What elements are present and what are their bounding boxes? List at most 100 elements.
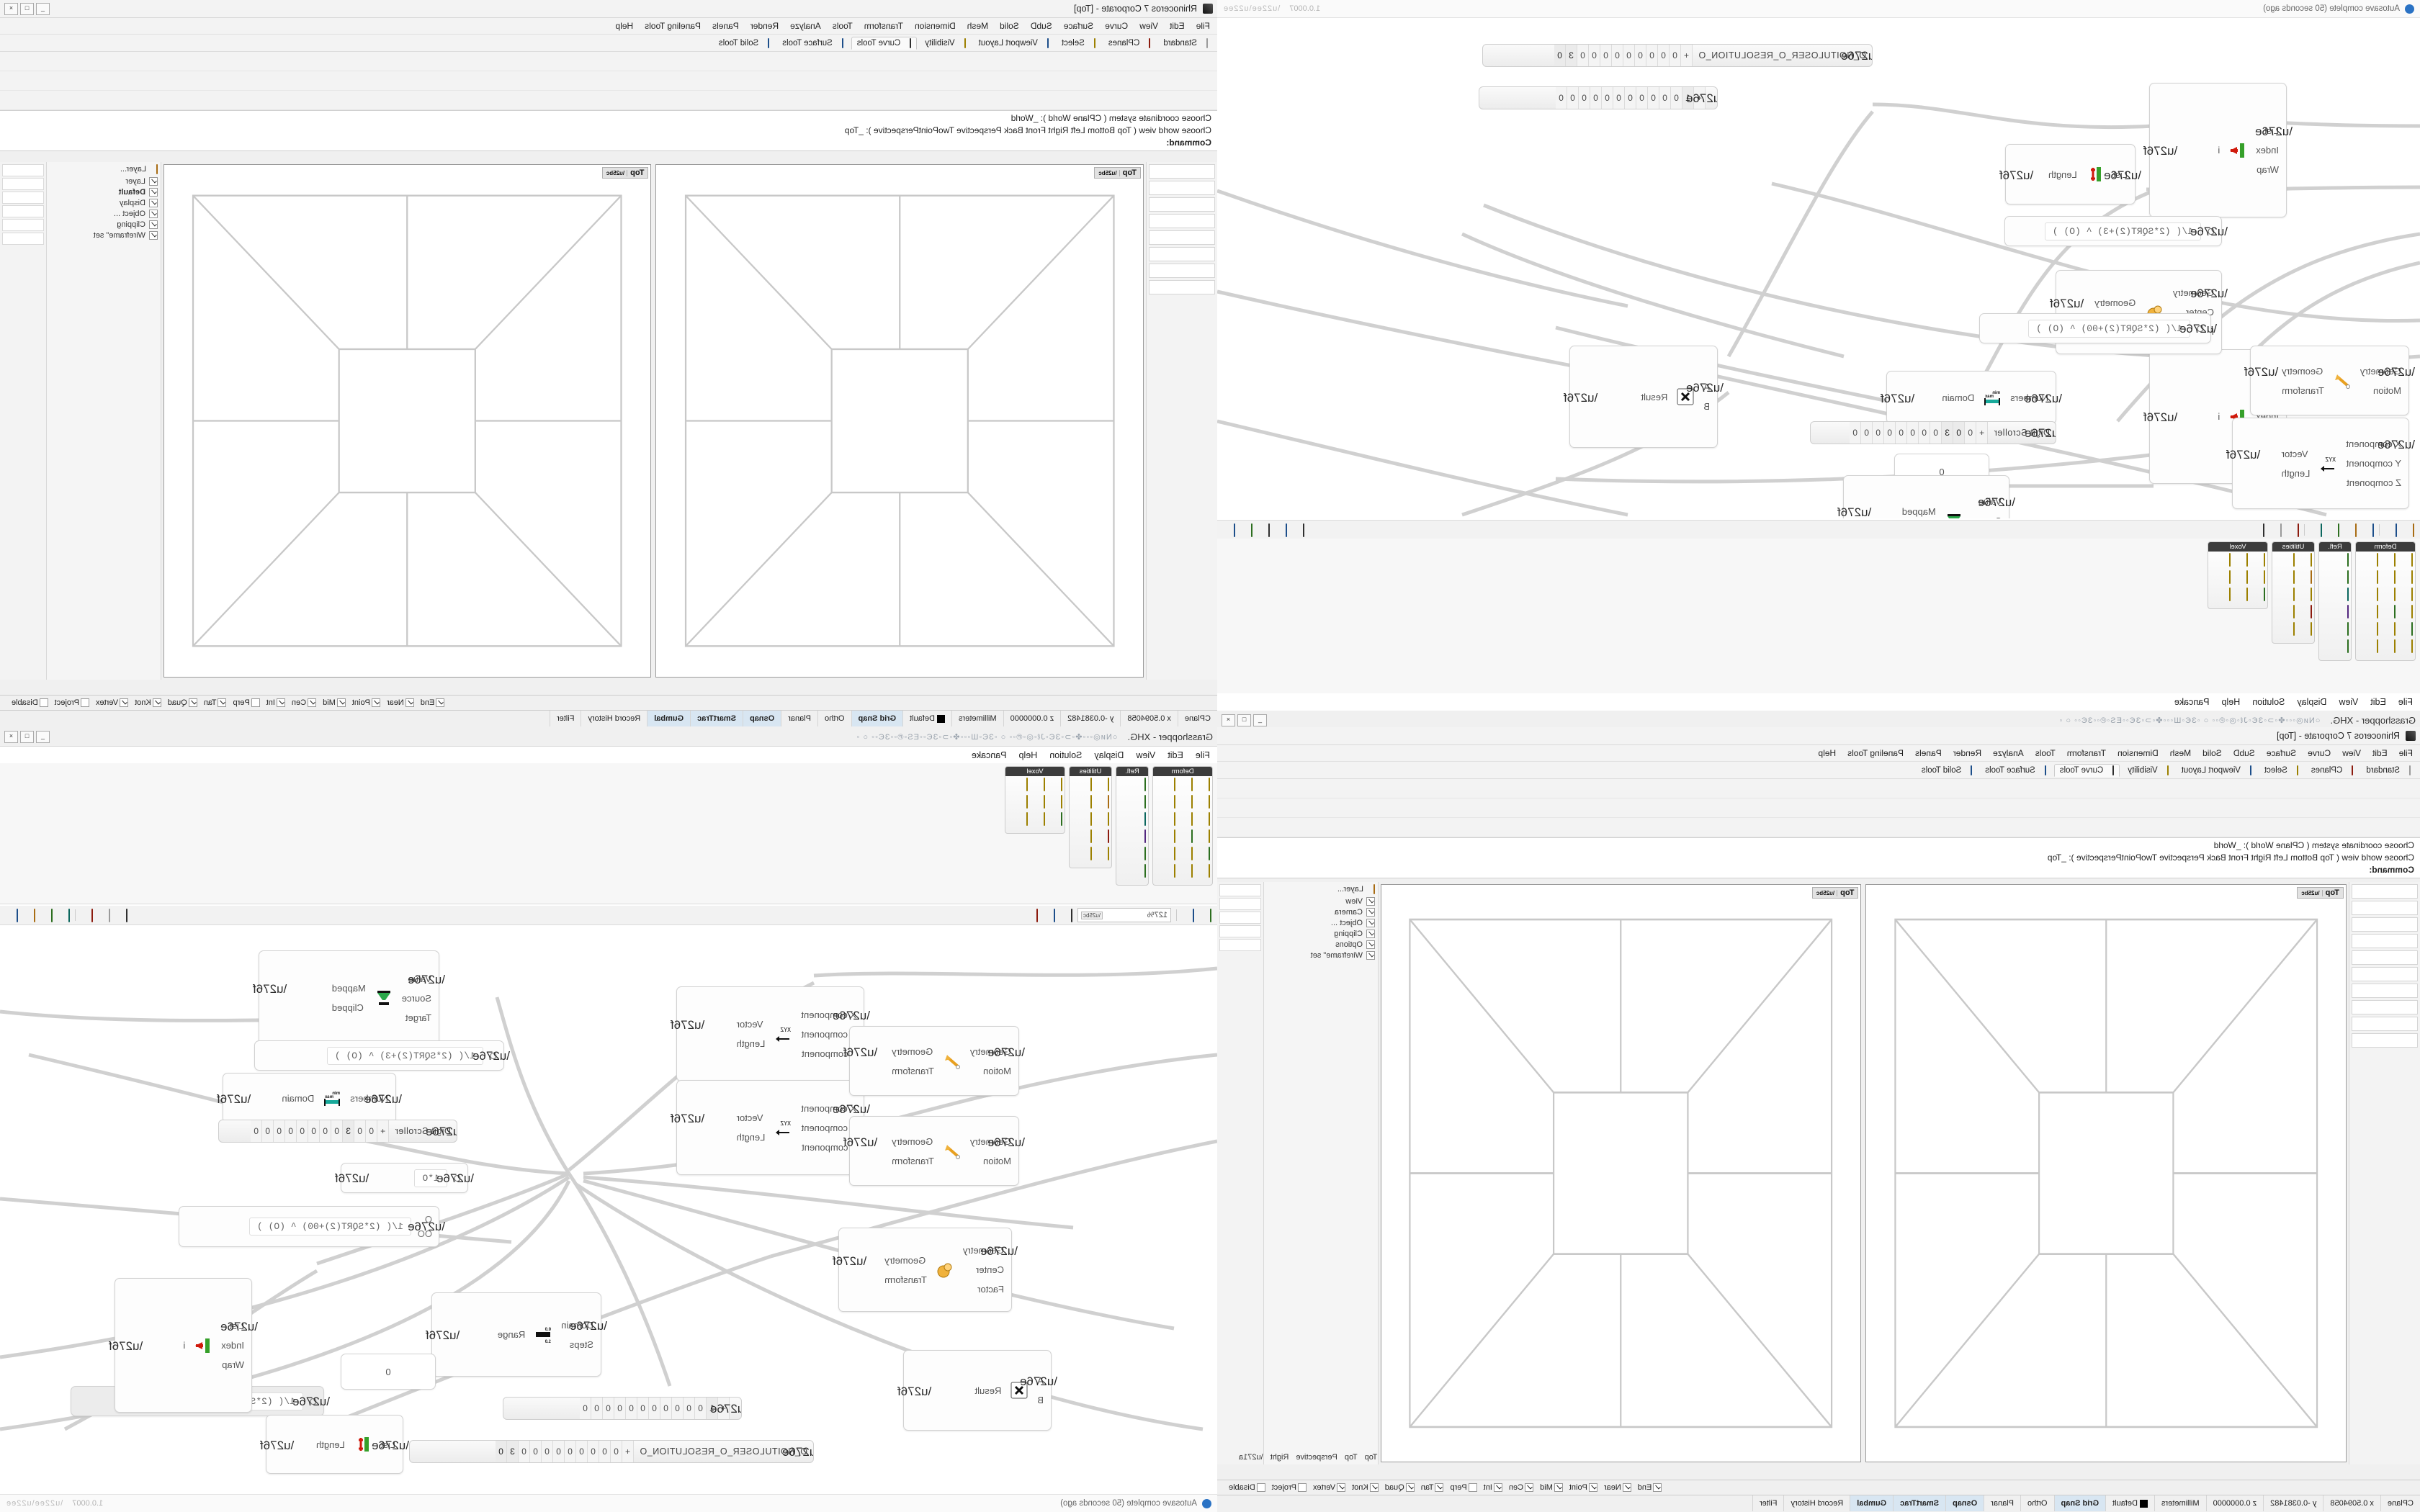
palette-icon[interactable] <box>1012 778 1028 794</box>
gh-component-vector-xyz-1[interactable]: X component \u276e Y component Z componen… <box>671 986 870 1081</box>
rmenu-edit[interactable]: Edit <box>1169 21 1185 31</box>
palette-icon[interactable] <box>1093 812 1109 829</box>
cpu-icon[interactable] <box>1240 523 1252 537</box>
port-length[interactable]: Length <box>2281 467 2311 479</box>
rhino-right-sidebar[interactable] <box>0 162 47 680</box>
toolbar-icon[interactable] <box>1171 75 1183 87</box>
menu-solution[interactable]: Solution <box>1049 750 1083 760</box>
checkbox[interactable] <box>251 698 260 707</box>
panel-row[interactable]: Clipping <box>1267 928 1375 939</box>
osnap-mid[interactable]: Mid <box>323 698 346 707</box>
osnap-disable[interactable]: Disable <box>12 698 48 707</box>
port-value[interactable]: Value \u276e <box>1978 495 2015 509</box>
osnap-tan[interactable]: Tan <box>1421 1483 1444 1492</box>
zoom-extents-icon[interactable] <box>1060 908 1072 922</box>
side-icon[interactable] <box>2 164 44 176</box>
input-pin[interactable]: \u276e <box>426 1124 457 1138</box>
side-icon[interactable] <box>1219 898 1261 910</box>
checkbox[interactable] <box>1366 896 1375 906</box>
toolbar-icon[interactable] <box>2389 802 2401 814</box>
palette-icon[interactable] <box>2279 553 2295 570</box>
port-length[interactable]: Length \u276f <box>1999 168 2077 182</box>
toolbar-icon[interactable] <box>2359 802 2371 814</box>
profiler-icon[interactable] <box>23 908 35 922</box>
vtab-right[interactable]: Right <box>1270 1453 1289 1462</box>
dock-block[interactable] <box>2352 884 2418 899</box>
gh-component-list-item[interactable]: List \u276e Index Wrap i \u276f <box>2143 83 2293 217</box>
palette-icon[interactable] <box>1029 795 1045 811</box>
dock-block[interactable] <box>1149 247 1215 261</box>
palette-icon[interactable] <box>1194 812 1210 829</box>
vtab-perspective[interactable]: Perspective <box>1296 1453 1337 1462</box>
side-icon[interactable] <box>1219 912 1261 924</box>
checkbox[interactable] <box>1468 1483 1477 1492</box>
add-viewport-icon[interactable]: \u271a <box>1239 1453 1263 1462</box>
osnap-project[interactable]: Project <box>1272 1483 1307 1492</box>
port-length[interactable]: Length \u276f <box>260 1438 345 1452</box>
palette-icon[interactable] <box>1160 864 1175 881</box>
port-value[interactable]: Value \u276e <box>408 972 445 986</box>
status-gumball[interactable]: Gumbal <box>647 711 691 726</box>
osnap-point[interactable]: Point <box>1569 1483 1597 1492</box>
side-icon[interactable] <box>2 178 44 190</box>
input-pin[interactable]: \u276e <box>472 1048 510 1063</box>
tab-visibility[interactable]: Visibility <box>2123 765 2173 776</box>
palette-icon[interactable] <box>1160 778 1175 794</box>
port-center[interactable]: Center <box>975 1264 1004 1275</box>
rmenu-analyze[interactable]: Analyze <box>790 21 821 31</box>
toolbar-icon[interactable] <box>1126 55 1138 68</box>
rmenu-edit[interactable]: Edit <box>2372 748 2388 758</box>
checkbox[interactable] <box>1493 1483 1502 1492</box>
checkbox[interactable] <box>80 698 89 707</box>
toolbar-icon[interactable] <box>1080 55 1093 68</box>
cluster-icon[interactable] <box>40 908 53 922</box>
osnap-quad[interactable]: Quad <box>1385 1483 1415 1492</box>
palette-icon[interactable] <box>1160 795 1175 811</box>
panel-row[interactable]: Clipping <box>50 219 158 230</box>
port-geometry-out[interactable]: Geometry \u276f <box>2244 364 2323 379</box>
gh-component-multiply[interactable]: A \u276e B Result \u276f <box>1564 346 1724 448</box>
checkbox[interactable] <box>149 220 158 229</box>
input-pin[interactable]: \u276e <box>436 1171 474 1185</box>
checkbox[interactable] <box>1653 1483 1662 1492</box>
toolbar-icon[interactable] <box>2404 802 2416 814</box>
status-smarttrack[interactable]: SmartTrac <box>1893 1495 1945 1511</box>
palette-icon[interactable] <box>2362 605 2378 621</box>
tab-solid-tools[interactable]: Solid Tools <box>714 37 774 49</box>
checkbox[interactable] <box>1366 950 1375 960</box>
port-geometry-out[interactable]: Geometry \u276f <box>843 1045 933 1059</box>
minimize-icon[interactable]: _ <box>36 2 50 15</box>
output-pin[interactable]: \u276f <box>335 1171 369 1185</box>
rmenu-view[interactable]: View <box>2342 748 2361 758</box>
cpu-icon[interactable] <box>6 908 18 922</box>
palette-icon[interactable] <box>1047 812 1062 829</box>
menu-display[interactable]: Display <box>1094 750 1124 760</box>
checkbox[interactable] <box>1405 1483 1415 1492</box>
port-y[interactable]: Y component <box>2346 458 2401 469</box>
port-x[interactable]: X component \u276e <box>801 1102 870 1116</box>
gh-titlebar-br[interactable]: Grasshopper - XHG. ○Νи◎◦◦◦✤◦⊃◦ЗЄ◦Јℓ◦◎◦℗◦… <box>0 727 1217 747</box>
port-mapped[interactable]: Mapped \u276f <box>253 982 366 996</box>
gh-expression-mult[interactable]: \u276e O 1*O \u276f <box>335 1163 474 1193</box>
toolbar-icon[interactable] <box>2329 783 2341 795</box>
rmenu-paneling-tools[interactable]: Paneling Tools <box>645 21 702 31</box>
checkbox[interactable] <box>1337 1483 1346 1492</box>
gh-component-move-1[interactable]: Geometry \u276e Motion Geometry \u276f Tra… <box>843 1026 1025 1096</box>
status-planar[interactable]: Planar <box>781 711 818 726</box>
gh-component-remap[interactable]: Value\u276e Source Target Mapped\u276f C… <box>253 950 445 1045</box>
gh-titlebar-tl[interactable]: Grasshopper - XHG. ○Νи◎◦◦◦✤◦⊃◦ЗЄ◦Јℓ◦◎◦℗◦… <box>1217 711 2420 727</box>
port-domain[interactable]: Domain \u276f <box>1881 391 1975 405</box>
rmenu-transform[interactable]: Transform <box>2066 748 2107 758</box>
gh-component-range[interactable]: Domain \u276e Steps 0.0 1.0 Range \u276f <box>426 1292 607 1377</box>
palette-icon[interactable] <box>2249 588 2265 604</box>
checkbox[interactable] <box>1525 1483 1534 1492</box>
toolbar-icon[interactable] <box>1156 55 1168 68</box>
group-icons[interactable] <box>1070 776 1111 865</box>
checkbox[interactable] <box>39 698 48 707</box>
panel-row[interactable]: Options <box>1267 939 1375 950</box>
gh-component-vector-xyz-2[interactable]: X component \u276e Y component Z componen… <box>671 1080 870 1175</box>
palette-icon[interactable] <box>2362 553 2378 570</box>
port-numbers[interactable]: Numbers \u276e <box>2010 391 2062 405</box>
